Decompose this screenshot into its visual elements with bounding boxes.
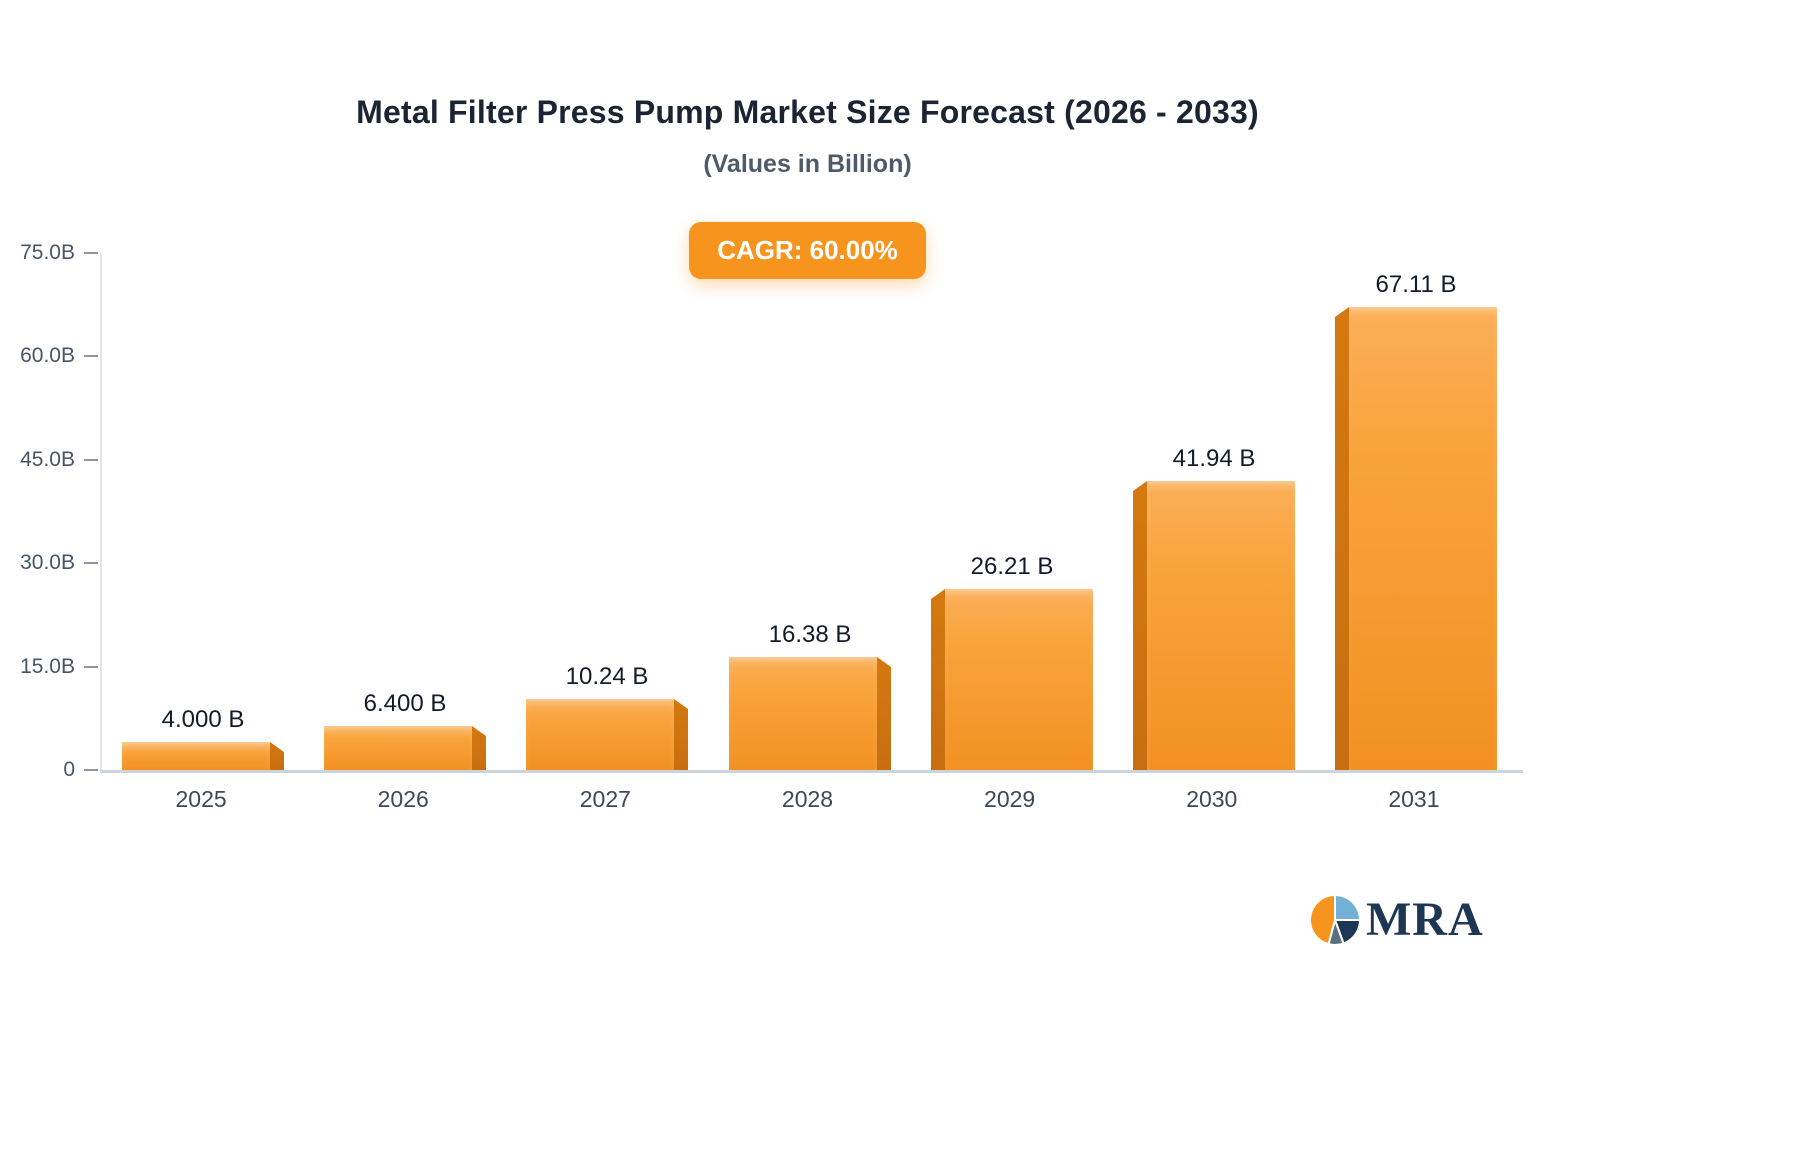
y-tick-mark bbox=[84, 562, 98, 565]
plot-area: 4.000 B 6.400 B 10.24 B 16.38 B 26.21 B 41.94… bbox=[100, 253, 1523, 773]
mra-logo-text: MRA bbox=[1366, 893, 1484, 946]
y-tick-label: 15.0B bbox=[20, 654, 75, 678]
y-tick-label: 75.0B bbox=[20, 241, 75, 264]
bar-side-face bbox=[877, 657, 891, 770]
cagr-badge-wrap: CAGR: 60.00% bbox=[100, 222, 1515, 279]
x-label-2027: 2027 bbox=[579, 786, 631, 812]
mra-logo-icon bbox=[1309, 894, 1361, 946]
bar-front-face bbox=[324, 726, 472, 770]
bar-front-face bbox=[526, 699, 674, 770]
y-tick-60: 60.0B bbox=[20, 344, 98, 368]
bar-front-face bbox=[945, 589, 1093, 770]
y-tick-15: 15.0B bbox=[20, 655, 98, 679]
bar-2030 bbox=[1133, 481, 1295, 770]
y-tick-mark bbox=[84, 665, 98, 668]
y-tick-0: 0 bbox=[63, 758, 98, 782]
y-tick-mark bbox=[84, 355, 98, 358]
y-tick-75: 75.0B bbox=[20, 241, 98, 265]
chart-title: Metal Filter Press Pump Market Size Fore… bbox=[356, 94, 1259, 130]
x-label-2030: 2030 bbox=[1186, 786, 1238, 812]
bar-side-face bbox=[931, 589, 945, 770]
x-label-2028: 2028 bbox=[781, 786, 834, 812]
x-label-2025: 2025 bbox=[175, 786, 227, 812]
y-tick-45: 45.0B bbox=[20, 448, 98, 472]
mra-logo: MRA bbox=[1308, 893, 1484, 947]
bar-2029 bbox=[931, 589, 1093, 770]
bar-2025 bbox=[122, 742, 284, 770]
value-label-2026: 6.400 B bbox=[363, 690, 447, 717]
value-label-2027: 10.24 B bbox=[565, 663, 649, 690]
bar-2031 bbox=[1335, 307, 1497, 770]
y-tick-mark bbox=[84, 252, 98, 254]
y-tick-label: 30.0B bbox=[20, 551, 75, 575]
bar-side-face bbox=[270, 742, 284, 770]
y-tick-label: 45.0B bbox=[20, 447, 75, 471]
bar-2026 bbox=[324, 726, 486, 770]
value-label-2031: 67.11 B bbox=[1375, 271, 1457, 298]
y-axis: 75.0B 60.0B 45.0B 30.0B 15.0B 0 bbox=[0, 241, 98, 781]
bar-front-face bbox=[729, 657, 877, 770]
x-axis-line bbox=[100, 770, 1523, 773]
value-label-2030: 41.94 B bbox=[1172, 445, 1256, 472]
bar-front-face bbox=[122, 742, 270, 770]
bar-2027 bbox=[526, 699, 688, 770]
value-label-2029: 26.21 B bbox=[970, 553, 1054, 580]
bar-front-face bbox=[1349, 307, 1497, 770]
x-label-2031: 2031 bbox=[1388, 786, 1440, 812]
bar-2028 bbox=[729, 657, 891, 770]
cagr-badge: CAGR: 60.00% bbox=[689, 222, 926, 279]
value-label-2028: 16.38 B bbox=[768, 621, 852, 648]
x-label-2029: 2029 bbox=[984, 786, 1036, 812]
bar-side-face bbox=[1133, 481, 1147, 770]
value-label-2025: 4.000 B bbox=[161, 706, 245, 733]
y-tick-label: 0 bbox=[63, 758, 75, 781]
y-tick-30: 30.0B bbox=[20, 551, 98, 575]
bar-side-face bbox=[674, 699, 688, 770]
x-label-2026: 2026 bbox=[377, 786, 429, 812]
bar-front-face bbox=[1147, 481, 1295, 770]
y-tick-label: 60.0B bbox=[20, 344, 75, 368]
bar-side-face bbox=[1335, 307, 1349, 770]
x-axis: 2025 2026 2027 2028 2029 2030 2031 bbox=[100, 786, 1515, 813]
bar-side-face bbox=[472, 726, 486, 770]
y-tick-mark bbox=[84, 769, 98, 771]
y-tick-mark bbox=[84, 458, 98, 461]
chart-subtitle: (Values in Billion) bbox=[703, 150, 912, 178]
